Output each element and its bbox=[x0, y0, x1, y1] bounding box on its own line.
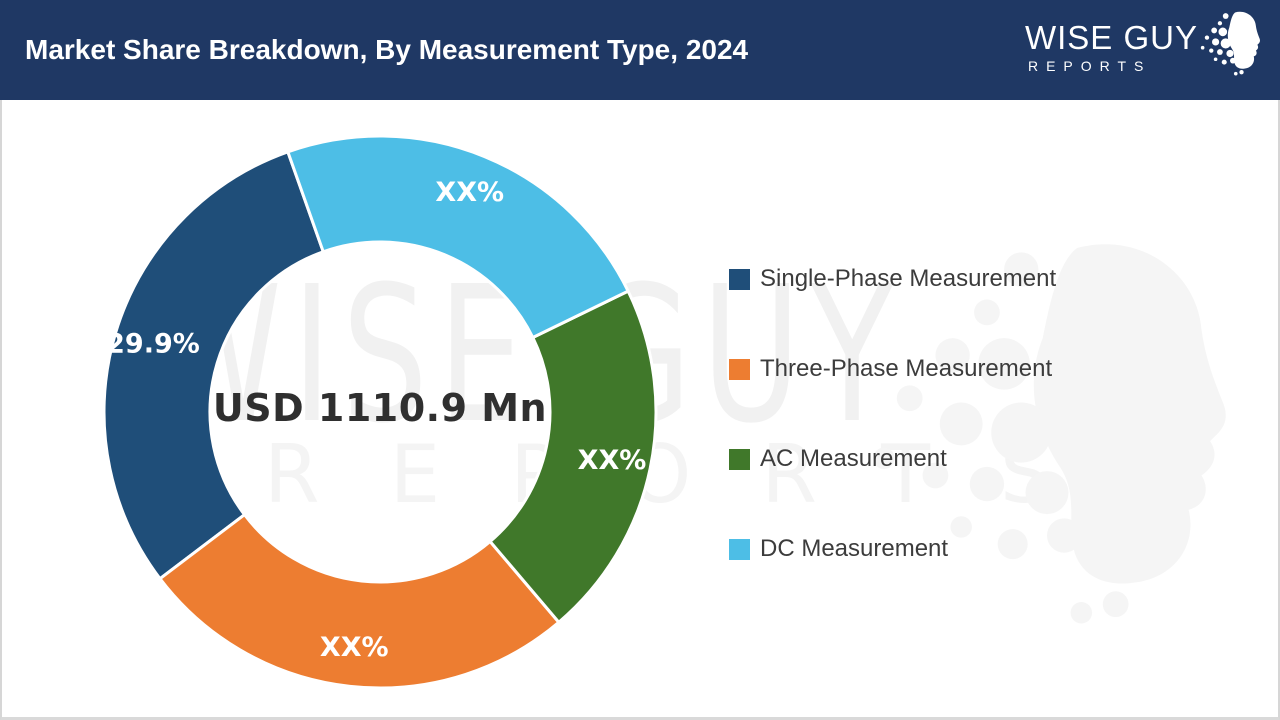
slice-percent-label: XX% bbox=[435, 177, 504, 208]
legend-item: AC Measurement bbox=[729, 445, 947, 473]
legend-item: Single-Phase Measurement bbox=[729, 265, 1056, 293]
legend-swatch-icon bbox=[729, 358, 750, 380]
brand-name: WISE GUY bbox=[1024, 19, 1198, 57]
wiseguy-face-icon bbox=[1200, 11, 1260, 76]
legend-item: DC Measurement bbox=[729, 535, 948, 563]
slice-percent-label: XX% bbox=[578, 445, 647, 476]
brand-subtitle: REPORTS bbox=[1027, 57, 1152, 74]
donut-slice-single-phase-measurement bbox=[102, 150, 325, 581]
donut-slice-dc-measurement bbox=[286, 134, 630, 340]
legend-label: Single-Phase Measurement bbox=[760, 265, 1057, 292]
slice-percent-label: 29.9% bbox=[106, 328, 200, 359]
donut-slice-ac-measurement bbox=[488, 289, 658, 624]
donut-chart: 29.9% XX% XX% XX% bbox=[102, 134, 658, 690]
chart-canvas: WISE GUY REPORTS 29.9% XX% XX% XX% USD 1110… bbox=[0, 100, 1280, 720]
legend: Single-Phase Measurement Three-Phase Meas… bbox=[729, 100, 1269, 717]
brand-wordmark: WISE GUY REPORTS bbox=[1024, 19, 1198, 74]
legend-swatch-icon bbox=[729, 538, 750, 560]
legend-label: AC Measurement bbox=[760, 445, 947, 472]
legend-label: DC Measurement bbox=[760, 535, 949, 562]
slice-percent-label: XX% bbox=[320, 632, 389, 663]
donut-slice-three-phase-measurement bbox=[158, 513, 561, 690]
header-bar: Market Share Breakdown, By Measurement T… bbox=[0, 0, 1280, 100]
legend-swatch-icon bbox=[729, 268, 750, 290]
brand-logo: WISE GUY REPORTS bbox=[1025, 6, 1266, 88]
legend-label: Three-Phase Measurement bbox=[760, 355, 1053, 382]
legend-item: Three-Phase Measurement bbox=[729, 355, 1052, 383]
center-value-label: USD 1110.9 Mn bbox=[212, 386, 548, 430]
page-title: Market Share Breakdown, By Measurement T… bbox=[25, 34, 749, 65]
legend-swatch-icon bbox=[729, 448, 750, 470]
watermark-reports: REPORTS bbox=[264, 428, 1121, 521]
